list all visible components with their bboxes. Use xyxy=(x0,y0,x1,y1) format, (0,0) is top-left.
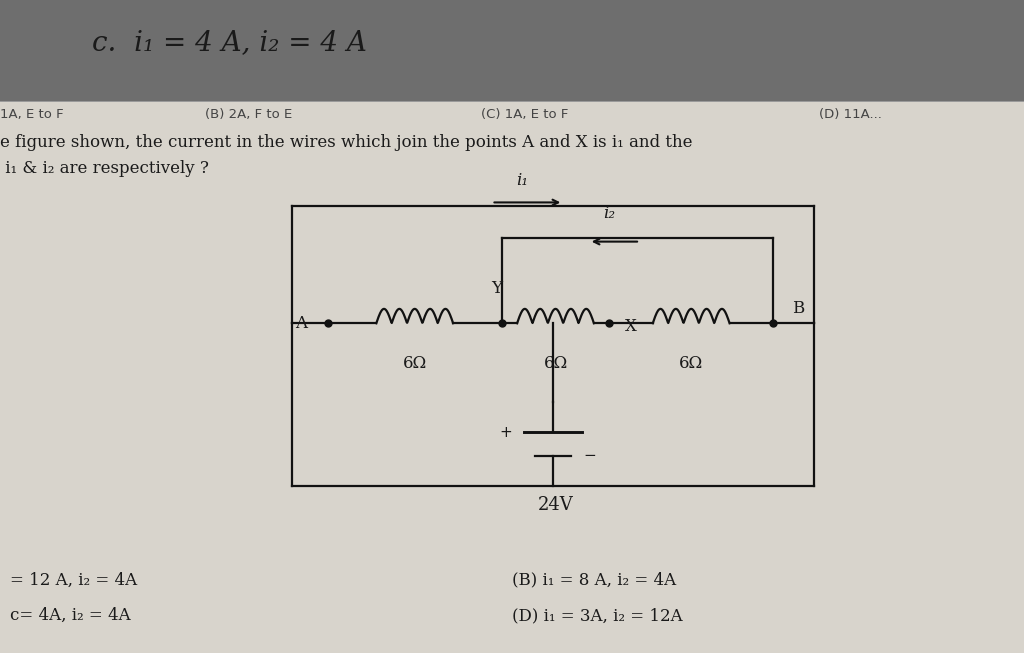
Text: = 12 A, i₂ = 4A: = 12 A, i₂ = 4A xyxy=(10,571,137,588)
Text: i₁ & i₂ are respectively ?: i₁ & i₂ are respectively ? xyxy=(0,160,209,177)
Text: (C) 1A, E to F: (C) 1A, E to F xyxy=(481,108,568,121)
Text: e figure shown, the current in the wires which join the points A and X is i₁ and: e figure shown, the current in the wires… xyxy=(0,134,692,151)
Text: 24V: 24V xyxy=(539,496,573,515)
Text: (D) 11A...: (D) 11A... xyxy=(819,108,882,121)
Text: −: − xyxy=(584,449,596,463)
Text: (B) i₁ = 8 A, i₂ = 4A: (B) i₁ = 8 A, i₂ = 4A xyxy=(512,571,676,588)
Text: (D) i₁ = 3A, i₂ = 12A: (D) i₁ = 3A, i₂ = 12A xyxy=(512,607,683,624)
Text: +: + xyxy=(500,425,512,439)
Text: X: X xyxy=(625,318,637,335)
Bar xyxy=(0,0,1024,101)
Text: i₁: i₁ xyxy=(516,172,528,189)
Bar xyxy=(0,101,1024,653)
Text: Y: Y xyxy=(492,280,502,297)
Text: c.  i₁ = 4 A, i₂ = 4 A: c. i₁ = 4 A, i₂ = 4 A xyxy=(92,29,367,56)
Text: (B) 2A, F to E: (B) 2A, F to E xyxy=(205,108,292,121)
Text: B: B xyxy=(792,300,804,317)
Text: 6Ω: 6Ω xyxy=(402,355,427,372)
Text: c= 4A, i₂ = 4A: c= 4A, i₂ = 4A xyxy=(10,607,131,624)
Text: 1A, E to F: 1A, E to F xyxy=(0,108,63,121)
Text: i₂: i₂ xyxy=(603,205,615,222)
Text: 6Ω: 6Ω xyxy=(679,355,703,372)
Text: A: A xyxy=(295,315,307,332)
Text: 6Ω: 6Ω xyxy=(544,355,567,372)
